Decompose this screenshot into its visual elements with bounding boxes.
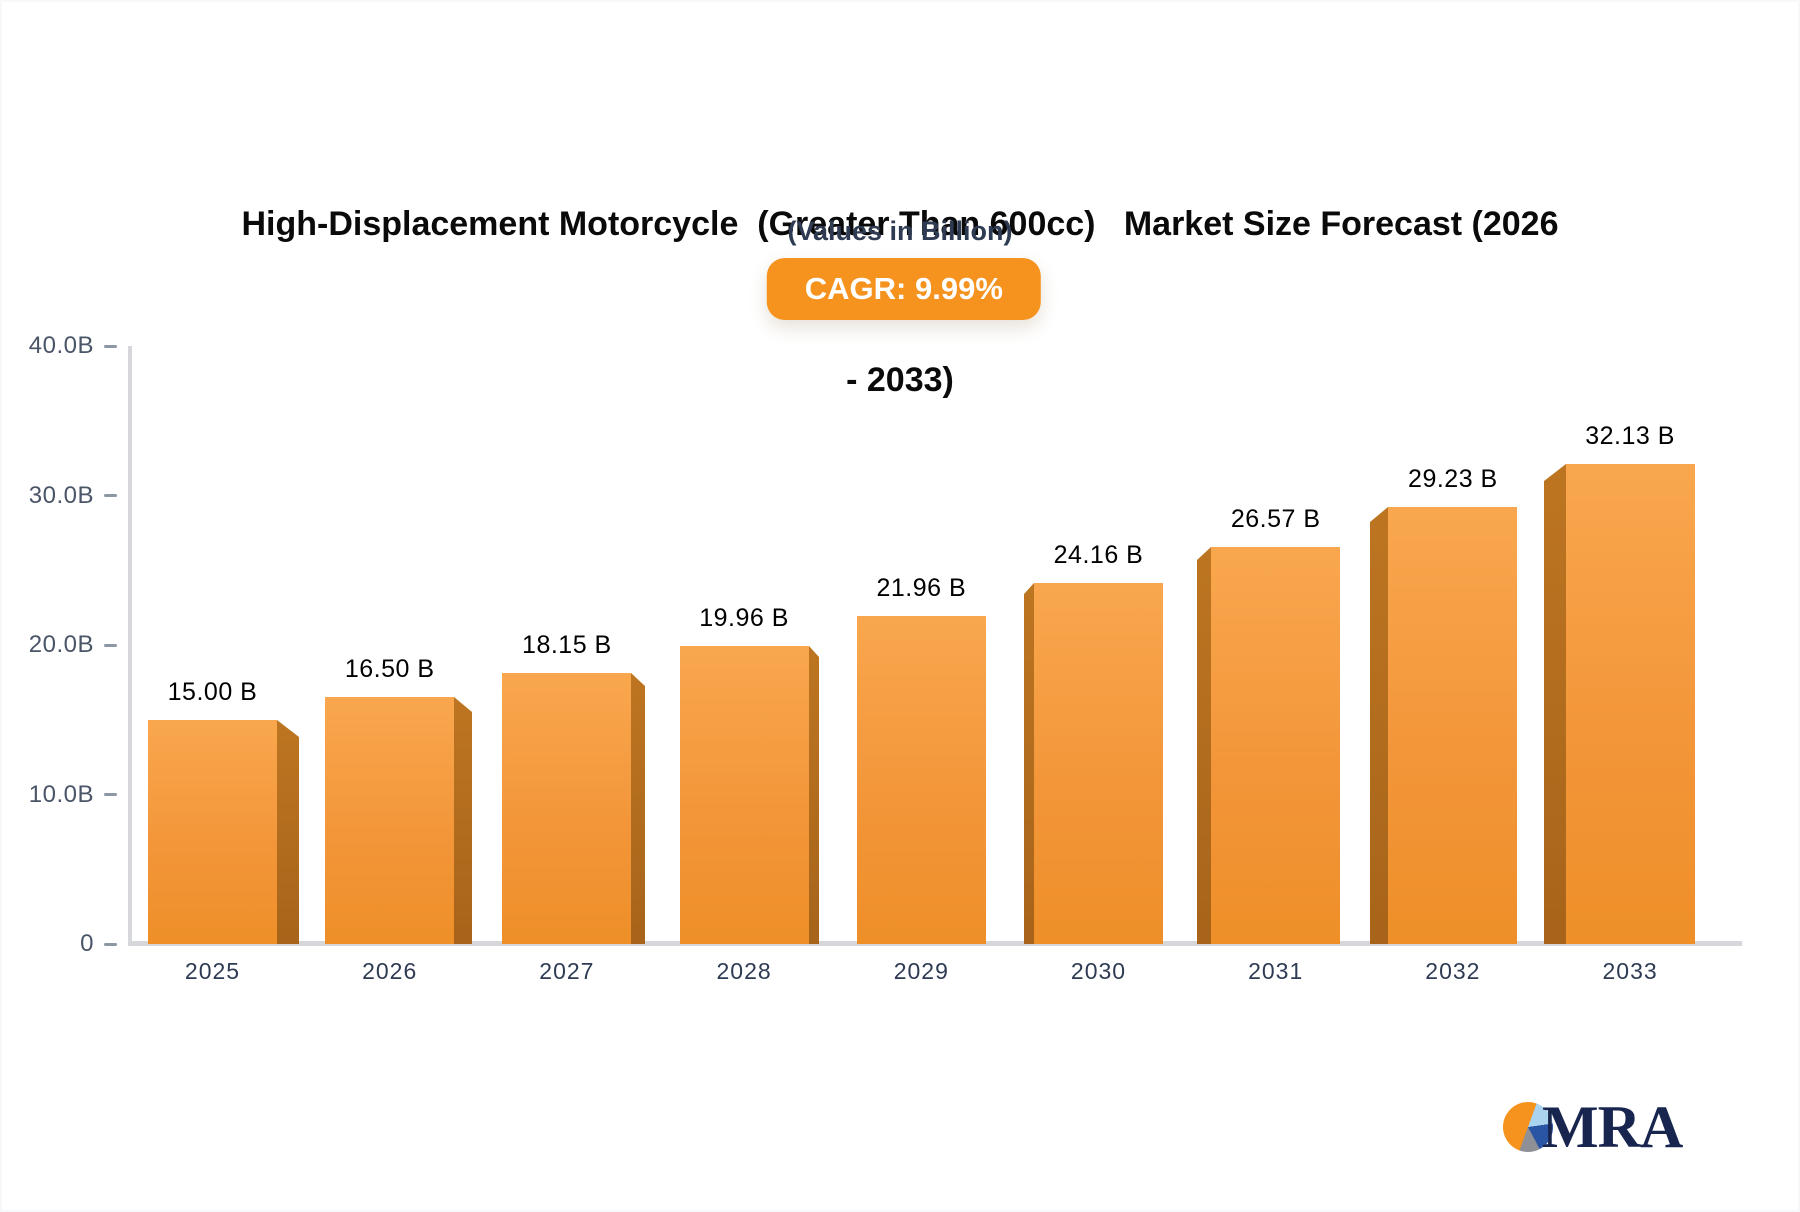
y-axis-tick <box>104 793 117 796</box>
chart-title-line-2: - 2033) <box>846 361 954 399</box>
bar-2030[interactable] <box>1034 583 1163 944</box>
x-axis-label-2031: 2031 <box>1248 958 1304 984</box>
y-axis-line <box>128 346 132 946</box>
y-axis-tick <box>104 942 117 946</box>
bar-value-label: 26.57 B <box>1230 505 1321 533</box>
bar-side-face <box>809 646 819 944</box>
bar-side-face <box>631 673 645 944</box>
y-axis-tick <box>104 643 117 647</box>
y-axis-tick-label: 30.0B <box>28 481 94 509</box>
y-axis-tick <box>104 344 117 348</box>
bar-2029[interactable] <box>857 616 986 944</box>
bar-side-face <box>1370 507 1388 944</box>
bar-side-face <box>1197 547 1211 944</box>
bar-2025[interactable] <box>148 720 277 944</box>
bar-value-label: 29.23 B <box>1408 465 1498 493</box>
bar-side-face <box>454 697 472 944</box>
bar-2031[interactable] <box>1211 547 1340 944</box>
page-title: High-Displacement Motorcycle (Greater Th… <box>0 94 1800 458</box>
x-axis-label-2028: 2028 <box>716 958 772 984</box>
brand-logo-text: MRA <box>1542 1094 1683 1160</box>
x-axis-label-2025: 2025 <box>184 958 241 984</box>
y-axis-tick-label: 0 <box>80 930 94 957</box>
bar-value-label: 15.00 B <box>167 678 258 706</box>
bar-value-label: 16.50 B <box>344 655 435 683</box>
y-axis-tick-label: 20.0B <box>28 631 94 658</box>
chart-title-line-1: High-Displacement Motorcycle (Greater Th… <box>241 205 1559 243</box>
bar-value-label: 19.96 B <box>699 604 789 632</box>
x-axis-label-2026: 2026 <box>362 958 418 984</box>
bar-value-label: 24.16 B <box>1053 541 1144 569</box>
x-axis-label-2030: 2030 <box>1070 958 1127 984</box>
bar-side-face <box>1024 583 1034 944</box>
cagr-badge: CAGR: 9.99% <box>766 258 1041 320</box>
y-axis-tick-label: 10.0B <box>28 780 94 808</box>
x-axis-label-2033: 2033 <box>1602 958 1658 984</box>
bar-value-label: 21.96 B <box>876 574 967 602</box>
bar-side-face <box>1544 464 1566 944</box>
bar-side-face <box>277 720 299 944</box>
y-axis-tick <box>104 494 117 497</box>
bar-value-label: 18.15 B <box>522 631 612 659</box>
bar-2028[interactable] <box>680 646 809 944</box>
x-axis-label-2029: 2029 <box>893 958 949 984</box>
brand-logo: MRA <box>1503 1094 1683 1160</box>
x-axis-label-2032: 2032 <box>1425 958 1481 984</box>
bar-2026[interactable] <box>325 697 454 944</box>
bar-2033[interactable] <box>1566 464 1695 944</box>
bar-2027[interactable] <box>502 673 631 944</box>
pie-chart-logo-icon <box>1503 1102 1553 1152</box>
y-axis-tick-label: 40.0B <box>28 332 94 359</box>
bar-value-label: 32.13 B <box>1585 422 1675 450</box>
bar-2032[interactable] <box>1388 507 1517 944</box>
chart-subtitle: (Values in Billion) <box>787 216 1013 246</box>
x-axis-label-2027: 2027 <box>539 958 595 984</box>
